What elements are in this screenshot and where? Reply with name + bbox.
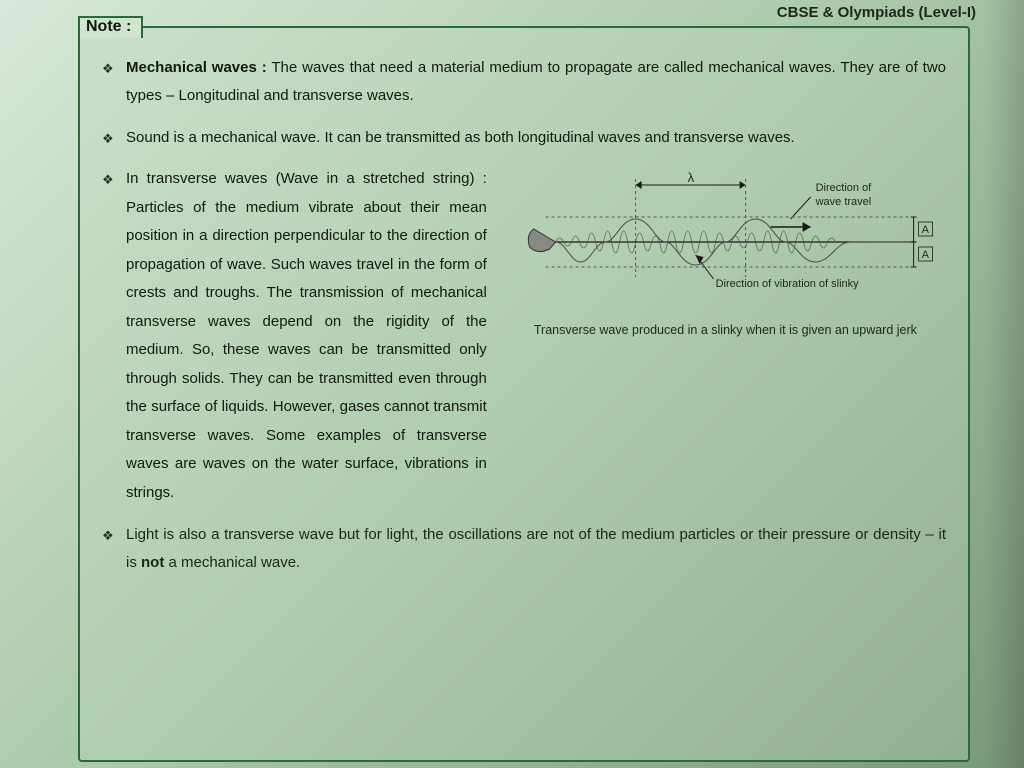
amplitude-top: A: [921, 224, 929, 236]
bullet-sound: ❖ Sound is a mechanical wave. It can be …: [102, 124, 946, 152]
lead-phrase: Mechanical waves :: [126, 59, 267, 76]
page-curl-shadow: [984, 0, 1024, 768]
bullet-transverse: ❖ In transverse waves (Wave in a stretch…: [102, 165, 946, 507]
bullet-text: Sound is a mechanical wave. It can be tr…: [126, 124, 946, 152]
diamond-bullet-icon: ❖: [102, 124, 126, 152]
bullet-text: Mechanical waves : The waves that need a…: [126, 54, 946, 110]
two-column-block: In transverse waves (Wave in a stretched…: [126, 165, 946, 507]
bullet-mechanical-waves: ❖ Mechanical waves : The waves that need…: [102, 54, 946, 110]
note-box: Note : ❖ Mechanical waves : The waves th…: [78, 26, 970, 762]
direction-travel-label-1: Direction of: [815, 182, 872, 194]
bullet-text: Light is also a transverse wave but for …: [126, 521, 946, 577]
note-tab: Note :: [78, 16, 143, 38]
amplitude-bot: A: [921, 249, 929, 261]
transverse-wave-diagram: λ Direction of wave travel: [505, 167, 946, 307]
bullet-light: ❖ Light is also a transverse wave but fo…: [102, 521, 946, 577]
light-text-not: not: [141, 554, 164, 571]
transverse-paragraph: In transverse waves (Wave in a stretched…: [126, 165, 487, 507]
vibration-label: Direction of vibration of slinky: [715, 278, 859, 290]
diagram-caption: Transverse wave produced in a slinky whe…: [505, 319, 946, 342]
diamond-bullet-icon: ❖: [102, 54, 126, 110]
diagram-column: λ Direction of wave travel: [505, 165, 946, 507]
diamond-bullet-icon: ❖: [102, 521, 126, 577]
lambda-label: λ: [687, 170, 694, 185]
note-title: Note :: [86, 18, 131, 35]
diamond-bullet-icon: ❖: [102, 165, 126, 507]
direction-travel-label-2: wave travel: [814, 196, 871, 208]
light-text-c: a mechanical wave.: [164, 554, 300, 571]
header-text: CBSE & Olympiads (Level-I): [777, 4, 976, 21]
